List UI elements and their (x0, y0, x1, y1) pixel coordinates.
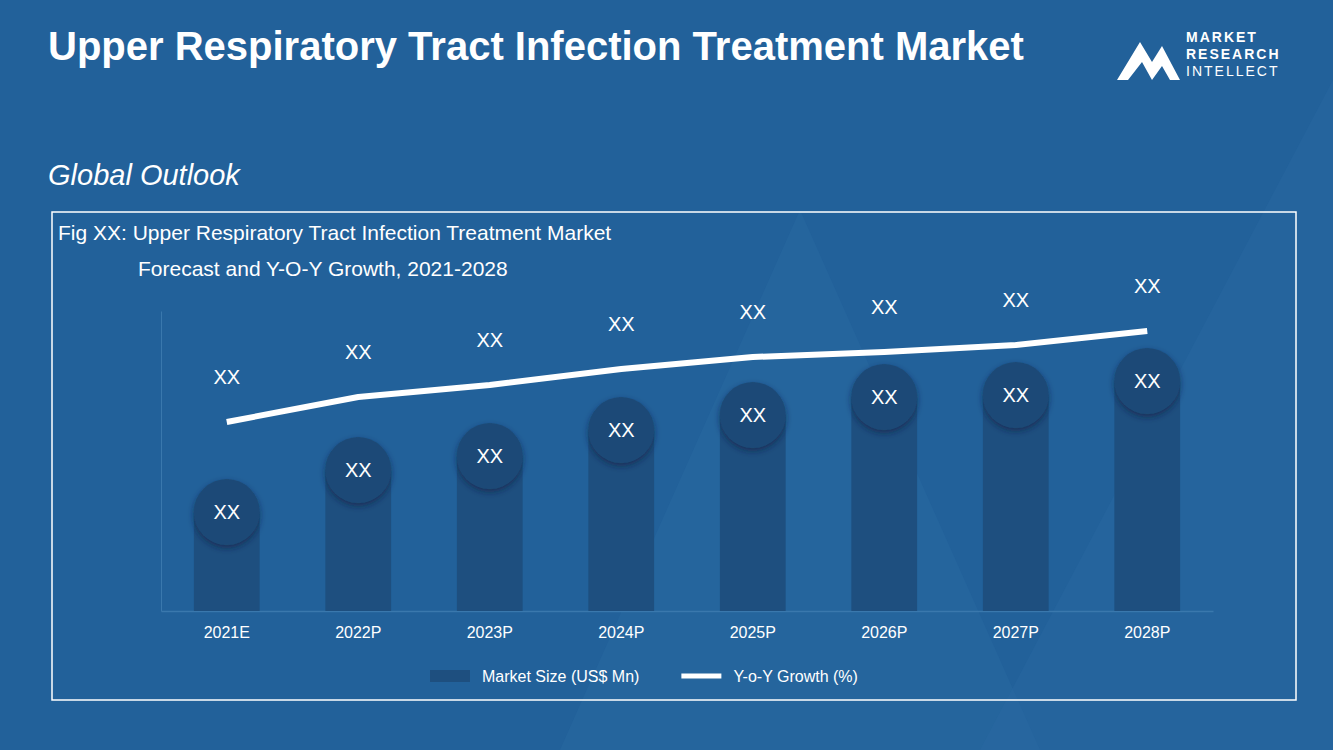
y-axis (161, 312, 162, 612)
x-tick: 2024P (598, 611, 644, 641)
label-bubble (1114, 348, 1180, 414)
data-label: XX (871, 296, 898, 318)
x-tick-label: 2025P (730, 624, 776, 641)
data-label: XX (476, 445, 503, 467)
x-tick-label: 2024P (598, 624, 644, 641)
legend-swatch (430, 670, 470, 682)
label-bubble (194, 479, 260, 545)
x-axis-line (162, 611, 1214, 613)
chart-frame (52, 212, 1296, 700)
logo-text: RESEARCH (1186, 46, 1281, 62)
legend-label: Market Size (US$ Mn) (482, 668, 639, 685)
data-label: XX (608, 313, 635, 335)
data-label: XX (871, 386, 898, 408)
data-label: XX (213, 366, 240, 388)
y-axis-line (161, 312, 162, 612)
data-label: XX (1134, 275, 1161, 297)
logo-text: MARKET (1186, 29, 1258, 45)
legend: Market Size (US$ Mn) Y-o-Y Growth (%) (430, 668, 858, 685)
x-tick: 2027P (993, 611, 1039, 641)
x-tick: 2026P (861, 611, 907, 641)
x-tick: 2028P (1124, 611, 1170, 641)
background-shape (980, 80, 1333, 750)
data-label: XX (1002, 384, 1029, 406)
data-label: XX (213, 501, 240, 523)
x-tick-label: 2026P (861, 624, 907, 641)
x-tick-label: 2027P (993, 624, 1039, 641)
data-label: XX (476, 329, 503, 351)
x-tick: 2025P (730, 611, 776, 641)
data-label: XX (608, 419, 635, 441)
data-label: XX (739, 301, 766, 323)
x-axis: 2021E 2022P 2023P 2024P 2025P 2026P 2027P 2028P (162, 611, 1214, 641)
x-tick-label: 2023P (467, 624, 513, 641)
x-tick: 2022P (335, 611, 381, 641)
label-bubble (720, 382, 786, 448)
data-label: XX (739, 404, 766, 426)
data-label: XX (1002, 289, 1029, 311)
logo-text: INTELLECT (1186, 63, 1279, 79)
x-tick-label: 2021E (204, 624, 250, 641)
chart-subtitle: Forecast and Y-O-Y Growth, 2021-2028 (138, 257, 508, 280)
data-label: XX (345, 459, 372, 481)
label-bubble (457, 423, 523, 489)
label-bubble (851, 364, 917, 430)
bar (1114, 381, 1180, 611)
label-bubble (325, 437, 391, 503)
legend-swatch (681, 674, 721, 679)
chart-title: Fig XX: Upper Respiratory Tract Infectio… (58, 221, 611, 244)
page-title: Upper Respiratory Tract Infection Treatm… (48, 24, 1024, 68)
logo-mark (1117, 42, 1180, 80)
page-subtitle: Global Outlook (48, 159, 241, 191)
x-tick: 2023P (467, 611, 513, 641)
legend-label: Y-o-Y Growth (%) (733, 668, 857, 685)
x-tick-label: 2022P (335, 624, 381, 641)
data-label: XX (1134, 370, 1161, 392)
x-tick-label: 2028P (1124, 624, 1170, 641)
label-bubble (983, 362, 1049, 428)
background (0, 0, 1333, 750)
x-tick: 2021E (204, 611, 250, 641)
data-label: XX (345, 341, 372, 363)
label-bubble (588, 397, 654, 463)
